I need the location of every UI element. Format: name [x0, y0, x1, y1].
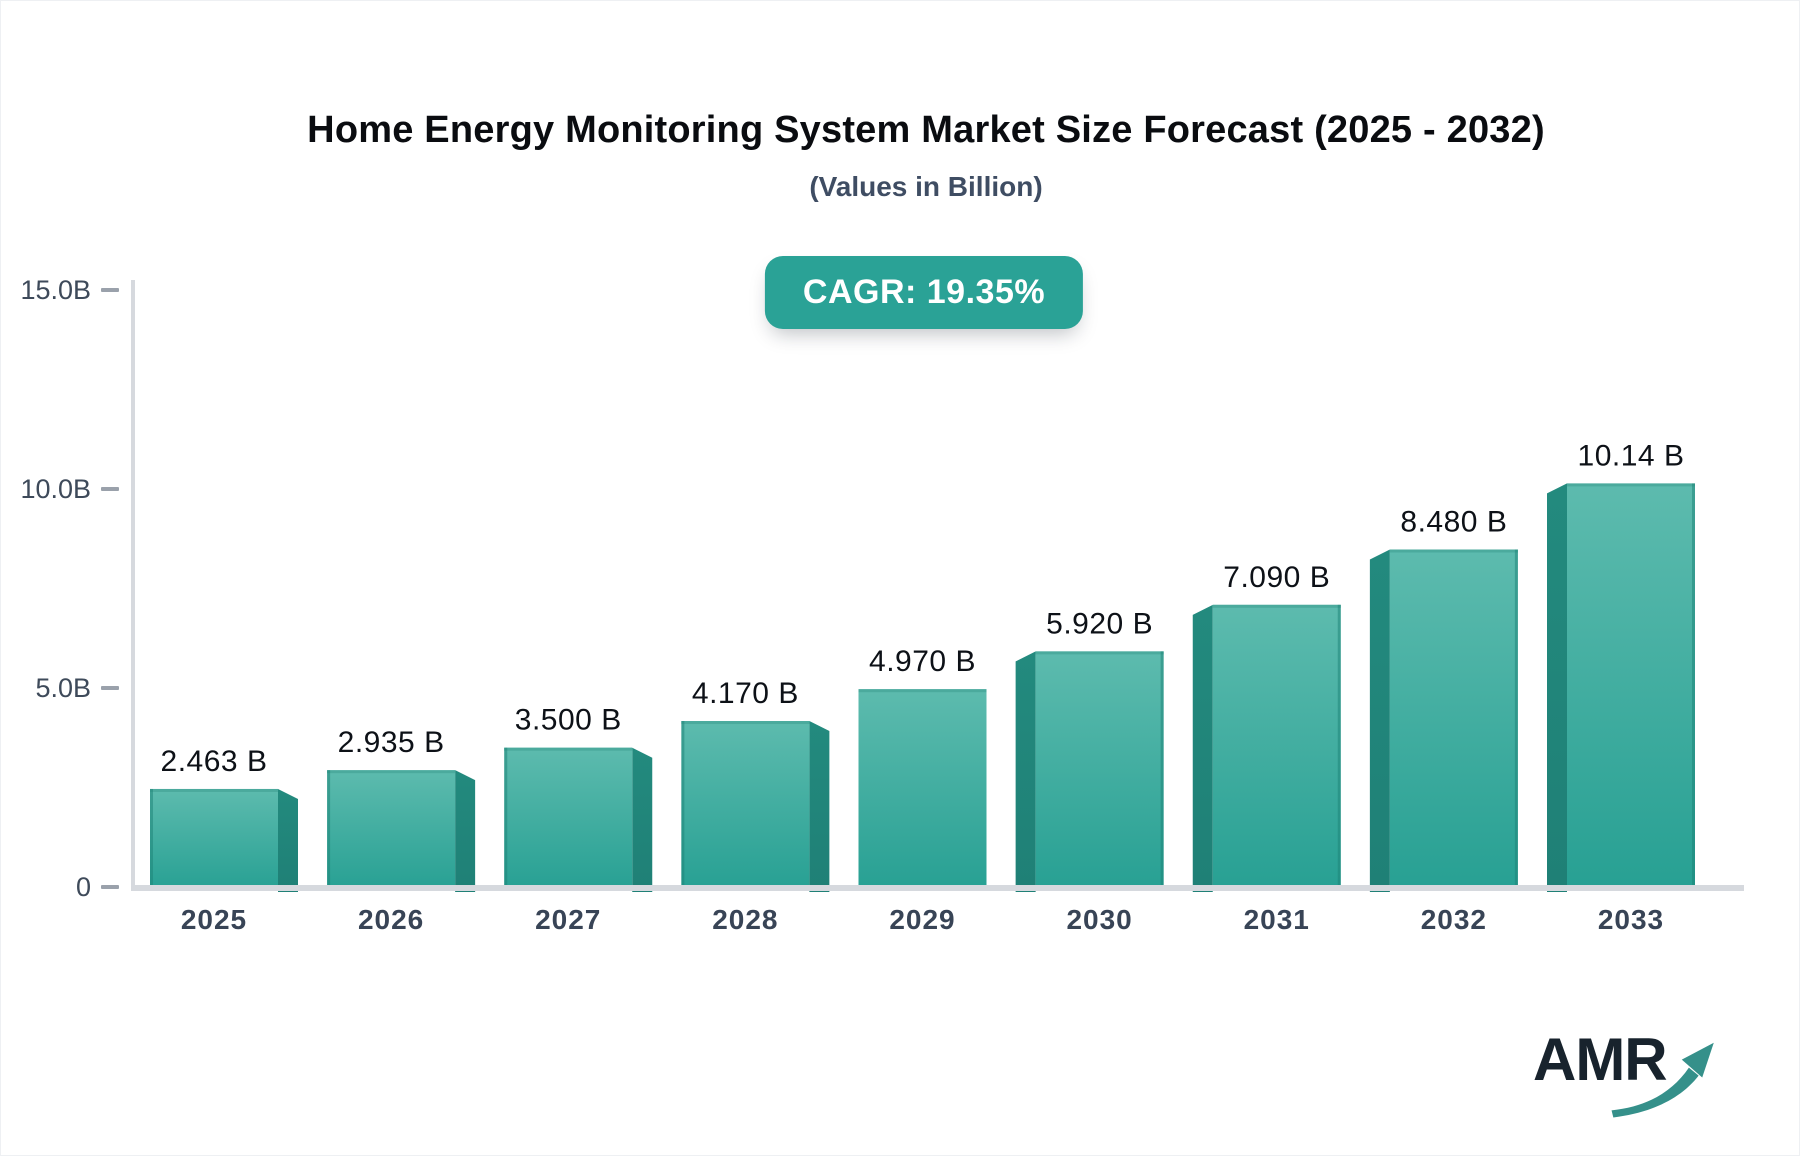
growth-arrow-icon [1611, 1042, 1714, 1118]
chart-subtitle: (Values in Billion) [809, 171, 1043, 202]
bar-outer-edge [1692, 483, 1695, 887]
bar-top-edge [681, 721, 810, 725]
bar-value-label: 7.090 B [1223, 561, 1330, 594]
y-tick-label: 10.0B [20, 474, 91, 504]
x-axis-line [131, 885, 1744, 891]
bar [1035, 651, 1164, 891]
bar [1389, 549, 1518, 891]
bar-side-3d [632, 747, 653, 892]
y-tick-label: 5.0B [35, 673, 91, 703]
bar-value-label: 8.480 B [1400, 505, 1507, 538]
bar-top-edge [327, 770, 456, 774]
x-tick-label: 2026 [358, 904, 424, 935]
bar-outer-edge [681, 721, 685, 887]
bar-top-edge [150, 788, 278, 792]
bar-top-edge [1389, 549, 1518, 553]
x-tick-label: 2028 [712, 904, 778, 935]
bar-value-label: 4.970 B [869, 645, 976, 678]
bar-top-edge [858, 689, 987, 693]
bar-outer-edge [327, 770, 331, 887]
bar [858, 689, 987, 891]
bar-outer-edge [504, 747, 508, 887]
bar-side-3d [1192, 604, 1213, 892]
bar [150, 788, 278, 891]
y-tick-label: 15.0B [20, 275, 91, 305]
bar-side-3d [809, 721, 830, 892]
bar-top-edge [1212, 604, 1341, 608]
x-tick-label: 2031 [1244, 904, 1310, 935]
bar-side-3d [1015, 651, 1036, 892]
y-tick [101, 686, 119, 690]
bar-value-label: 2.463 B [161, 745, 268, 778]
bar-value-label: 10.14 B [1578, 439, 1685, 472]
bar-top-edge [504, 747, 633, 751]
bar [1567, 483, 1695, 891]
x-tick-label: 2027 [535, 904, 601, 935]
bar-side-3d [455, 770, 476, 892]
x-tick-label: 2032 [1421, 904, 1487, 935]
bar [1212, 604, 1341, 891]
amr-logo: AMR [1523, 1023, 1743, 1123]
y-tick-label: 0 [76, 872, 91, 902]
y-tick [101, 885, 119, 889]
bar-outer-edge [1160, 651, 1164, 887]
y-axis-line [131, 280, 135, 891]
amr-logo-text: AMR [1533, 1026, 1668, 1093]
x-tick-label: 2025 [181, 904, 247, 935]
chart-title: Home Energy Monitoring System Market Siz… [307, 109, 1545, 151]
bar [327, 770, 456, 891]
bar [681, 721, 810, 891]
bar [504, 747, 633, 891]
bar-value-label: 2.935 B [338, 726, 445, 759]
bar-value-label: 5.920 B [1046, 607, 1153, 640]
y-tick [101, 288, 119, 292]
bar-side-3d [1369, 549, 1390, 892]
cagr-badge: CAGR: 19.35% [764, 256, 1084, 329]
bar-side-3d [278, 788, 298, 892]
bar-outer-edge [150, 788, 153, 887]
bar-value-label: 4.170 B [692, 677, 799, 710]
bar-top-edge [1035, 651, 1164, 655]
bar-outer-edge [1514, 549, 1518, 887]
x-tick-label: 2029 [889, 904, 955, 935]
bar-top-edge [1567, 483, 1695, 487]
y-tick [101, 487, 119, 491]
x-tick-label: 2030 [1066, 904, 1132, 935]
bar-side-3d [1547, 483, 1567, 892]
bar-value-label: 3.500 B [515, 704, 622, 737]
x-tick-label: 2033 [1598, 904, 1664, 935]
bar-outer-edge [1337, 604, 1341, 887]
